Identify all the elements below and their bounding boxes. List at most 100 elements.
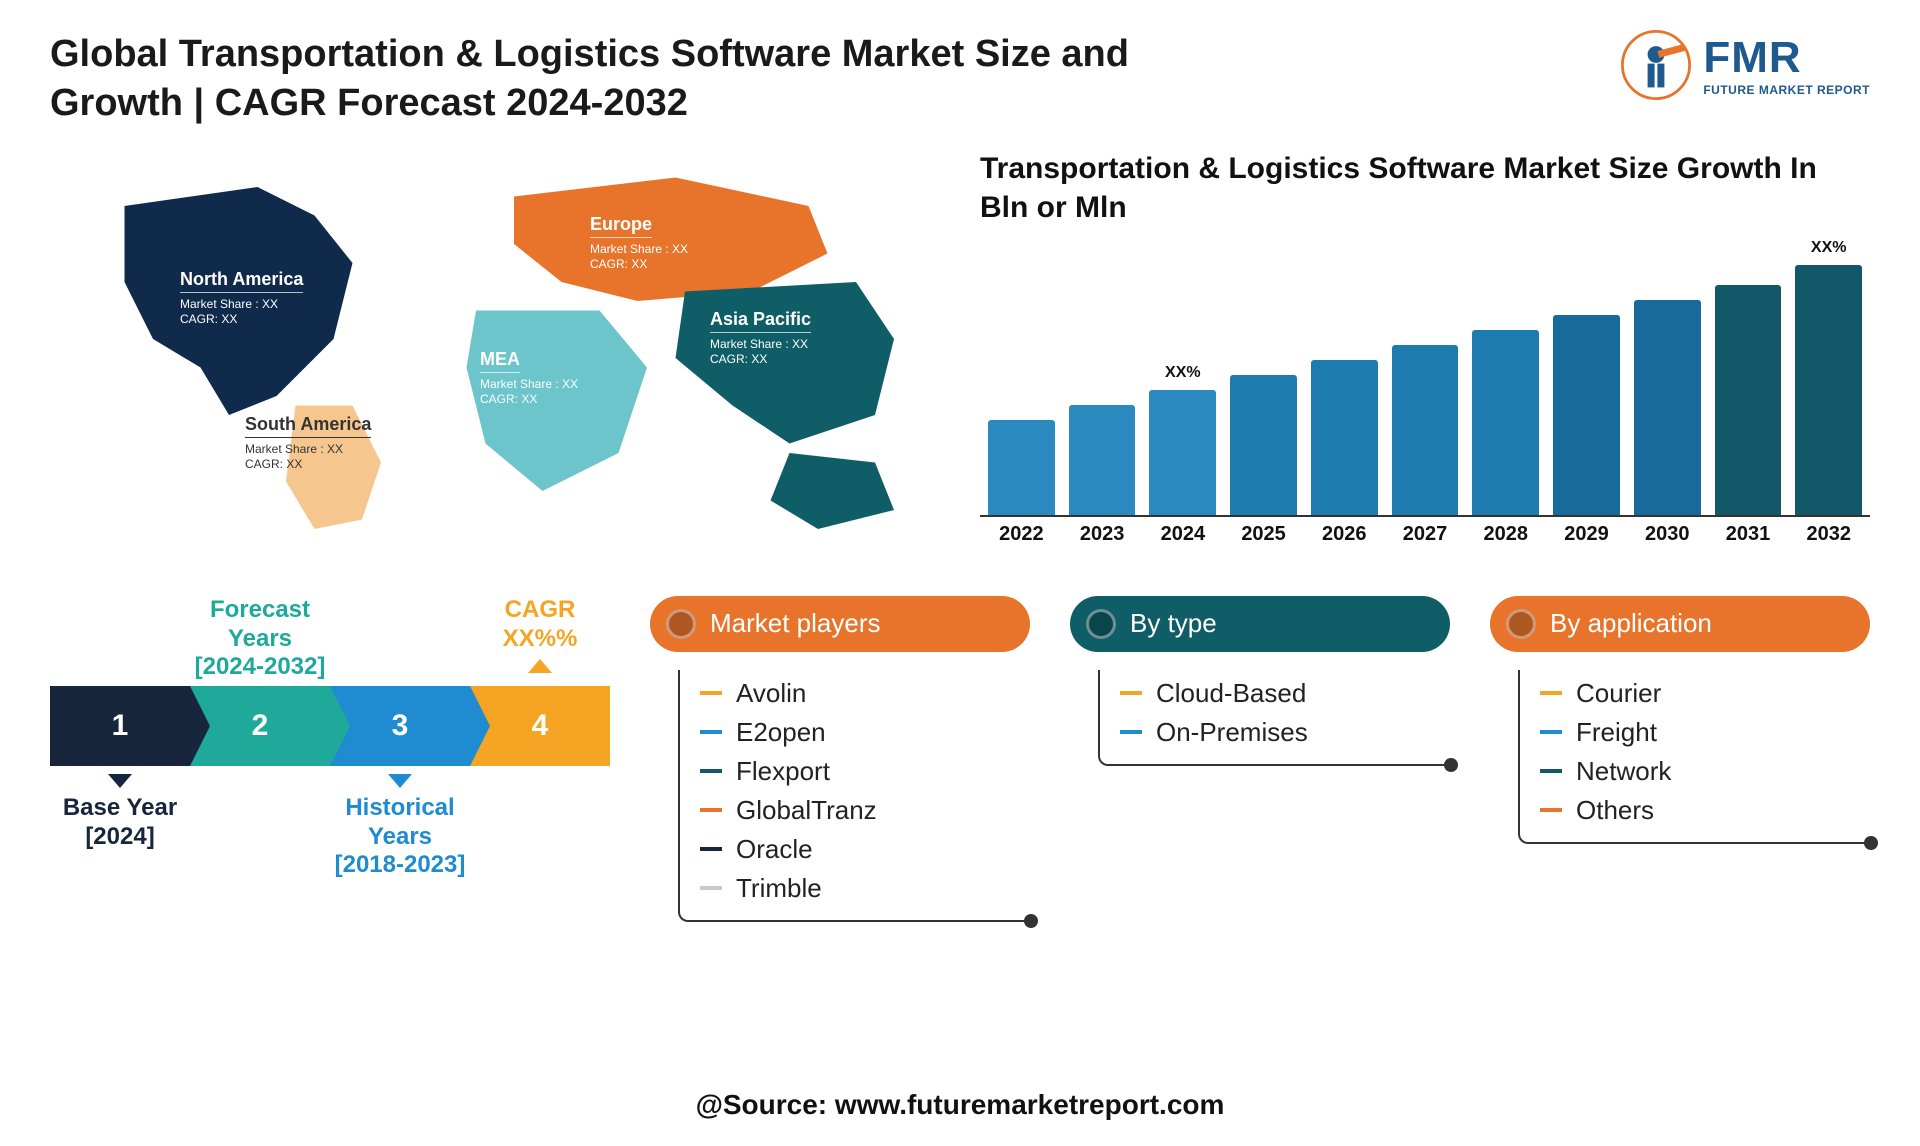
source-attribution: @Source: www.futuremarketreport.com xyxy=(0,1089,1920,1121)
bar-2031 xyxy=(1715,285,1782,515)
timeline-step-3: 3 xyxy=(330,686,470,766)
bar xyxy=(1392,345,1459,515)
region-north-america: North America Market Share : XX CAGR: XX xyxy=(180,269,303,328)
list-item: Network xyxy=(1540,752,1870,791)
bar xyxy=(1149,390,1216,515)
region-mea: MEA Market Share : XX CAGR: XX xyxy=(480,349,578,408)
timeline-bottom-label: Base Year[2024] xyxy=(50,774,190,880)
timeline-step-2: 2 xyxy=(190,686,330,766)
telescope-icon xyxy=(1621,30,1691,100)
region-asia-pacific: Asia Pacific Market Share : XX CAGR: XX xyxy=(710,309,811,368)
category-column: By application Courier Freight Network O… xyxy=(1490,596,1870,922)
tick-icon xyxy=(1540,730,1562,734)
x-label: 2023 xyxy=(1069,523,1136,546)
item-label: On-Premises xyxy=(1156,717,1308,748)
item-label: GlobalTranz xyxy=(736,795,877,826)
category-column: By type Cloud-Based On-Premises xyxy=(1070,596,1450,922)
category-bracket: Courier Freight Network Others xyxy=(1518,670,1870,844)
bar-2024: XX% xyxy=(1149,390,1216,515)
bar-chart: Transportation & Logistics Software Mark… xyxy=(980,149,1870,546)
bar-value-label: XX% xyxy=(1165,364,1201,382)
tick-icon xyxy=(700,691,722,695)
category-pill: By application xyxy=(1490,596,1870,652)
tick-icon xyxy=(700,730,722,734)
timeline-bottom-label: Historical Years[2018-2023] xyxy=(330,774,470,880)
tick-icon xyxy=(700,886,722,890)
category-bracket: Cloud-Based On-Premises xyxy=(1098,670,1450,766)
item-label: Courier xyxy=(1576,678,1661,709)
bar-2029 xyxy=(1553,315,1620,515)
x-label: 2024 xyxy=(1149,523,1216,546)
page-title: Global Transportation & Logistics Softwa… xyxy=(50,30,1250,129)
bar xyxy=(1715,285,1782,515)
bar-2026 xyxy=(1311,360,1378,515)
x-label: 2028 xyxy=(1472,523,1539,546)
bar-2027 xyxy=(1392,345,1459,515)
bar-2025 xyxy=(1230,375,1297,515)
bar-2032: XX% xyxy=(1795,265,1862,515)
bar-value-label: XX% xyxy=(1811,239,1847,257)
category-columns: Market players Avolin E2open Flexport Gl… xyxy=(650,596,1870,922)
list-item: E2open xyxy=(700,713,1030,752)
item-label: Freight xyxy=(1576,717,1657,748)
bar xyxy=(1311,360,1378,515)
bar xyxy=(1472,330,1539,515)
tick-icon xyxy=(700,769,722,773)
lower-section: Forecast Years[2024-2032] CAGRXX%% 1234 … xyxy=(50,596,1870,922)
region-europe: Europe Market Share : XX CAGR: XX xyxy=(590,214,688,273)
tick-icon xyxy=(700,808,722,812)
list-item: Others xyxy=(1540,791,1870,830)
timeline-bottom-labels: Base Year[2024] Historical Years[2018-20… xyxy=(50,774,610,880)
list-item: Flexport xyxy=(700,752,1030,791)
bar xyxy=(988,420,1055,515)
bars-container: XX% XX% xyxy=(980,257,1870,517)
item-label: Others xyxy=(1576,795,1654,826)
bar-2023 xyxy=(1069,405,1136,515)
timeline: Forecast Years[2024-2032] CAGRXX%% 1234 … xyxy=(50,596,610,880)
x-label: 2026 xyxy=(1311,523,1378,546)
list-item: Courier xyxy=(1540,674,1870,713)
list-item: Cloud-Based xyxy=(1120,674,1450,713)
upper-section: North America Market Share : XX CAGR: XX… xyxy=(50,149,1870,546)
region-south-america: South America Market Share : XX CAGR: XX xyxy=(245,414,371,473)
category-pill: By type xyxy=(1070,596,1450,652)
logo-text: FMR xyxy=(1703,33,1870,83)
x-label: 2025 xyxy=(1230,523,1297,546)
list-item: GlobalTranz xyxy=(700,791,1030,830)
list-item: Trimble xyxy=(700,869,1030,908)
list-item: Freight xyxy=(1540,713,1870,752)
brand-logo: FMR FUTURE MARKET REPORT xyxy=(1621,30,1870,100)
tick-icon xyxy=(700,847,722,851)
x-label: 2030 xyxy=(1634,523,1701,546)
item-label: Flexport xyxy=(736,756,830,787)
list-item: On-Premises xyxy=(1120,713,1450,752)
list-item: Avolin xyxy=(700,674,1030,713)
bar-2022 xyxy=(988,420,1055,515)
bar-2030 xyxy=(1634,300,1701,515)
bar xyxy=(1069,405,1136,515)
world-map: North America Market Share : XX CAGR: XX… xyxy=(50,149,940,529)
tick-icon xyxy=(1120,691,1142,695)
logo-tagline: FUTURE MARKET REPORT xyxy=(1703,83,1870,97)
item-label: Oracle xyxy=(736,834,813,865)
bar xyxy=(1230,375,1297,515)
x-label: 2027 xyxy=(1392,523,1459,546)
tick-icon xyxy=(1540,808,1562,812)
category-pill: Market players xyxy=(650,596,1030,652)
list-item: Oracle xyxy=(700,830,1030,869)
x-label: 2031 xyxy=(1715,523,1782,546)
tick-icon xyxy=(1540,769,1562,773)
bar xyxy=(1634,300,1701,515)
tick-icon xyxy=(1540,691,1562,695)
category-column: Market players Avolin E2open Flexport Gl… xyxy=(650,596,1030,922)
x-label: 2032 xyxy=(1795,523,1862,546)
category-bracket: Avolin E2open Flexport GlobalTranz Oracl… xyxy=(678,670,1030,922)
item-label: Avolin xyxy=(736,678,806,709)
item-label: E2open xyxy=(736,717,826,748)
chart-title: Transportation & Logistics Software Mark… xyxy=(980,149,1870,227)
x-axis-labels: 2022202320242025202620272028202920302031… xyxy=(980,517,1870,546)
header: Global Transportation & Logistics Softwa… xyxy=(50,30,1870,129)
timeline-steps: 1234 xyxy=(50,686,610,766)
item-label: Network xyxy=(1576,756,1671,787)
x-label: 2022 xyxy=(988,523,1055,546)
